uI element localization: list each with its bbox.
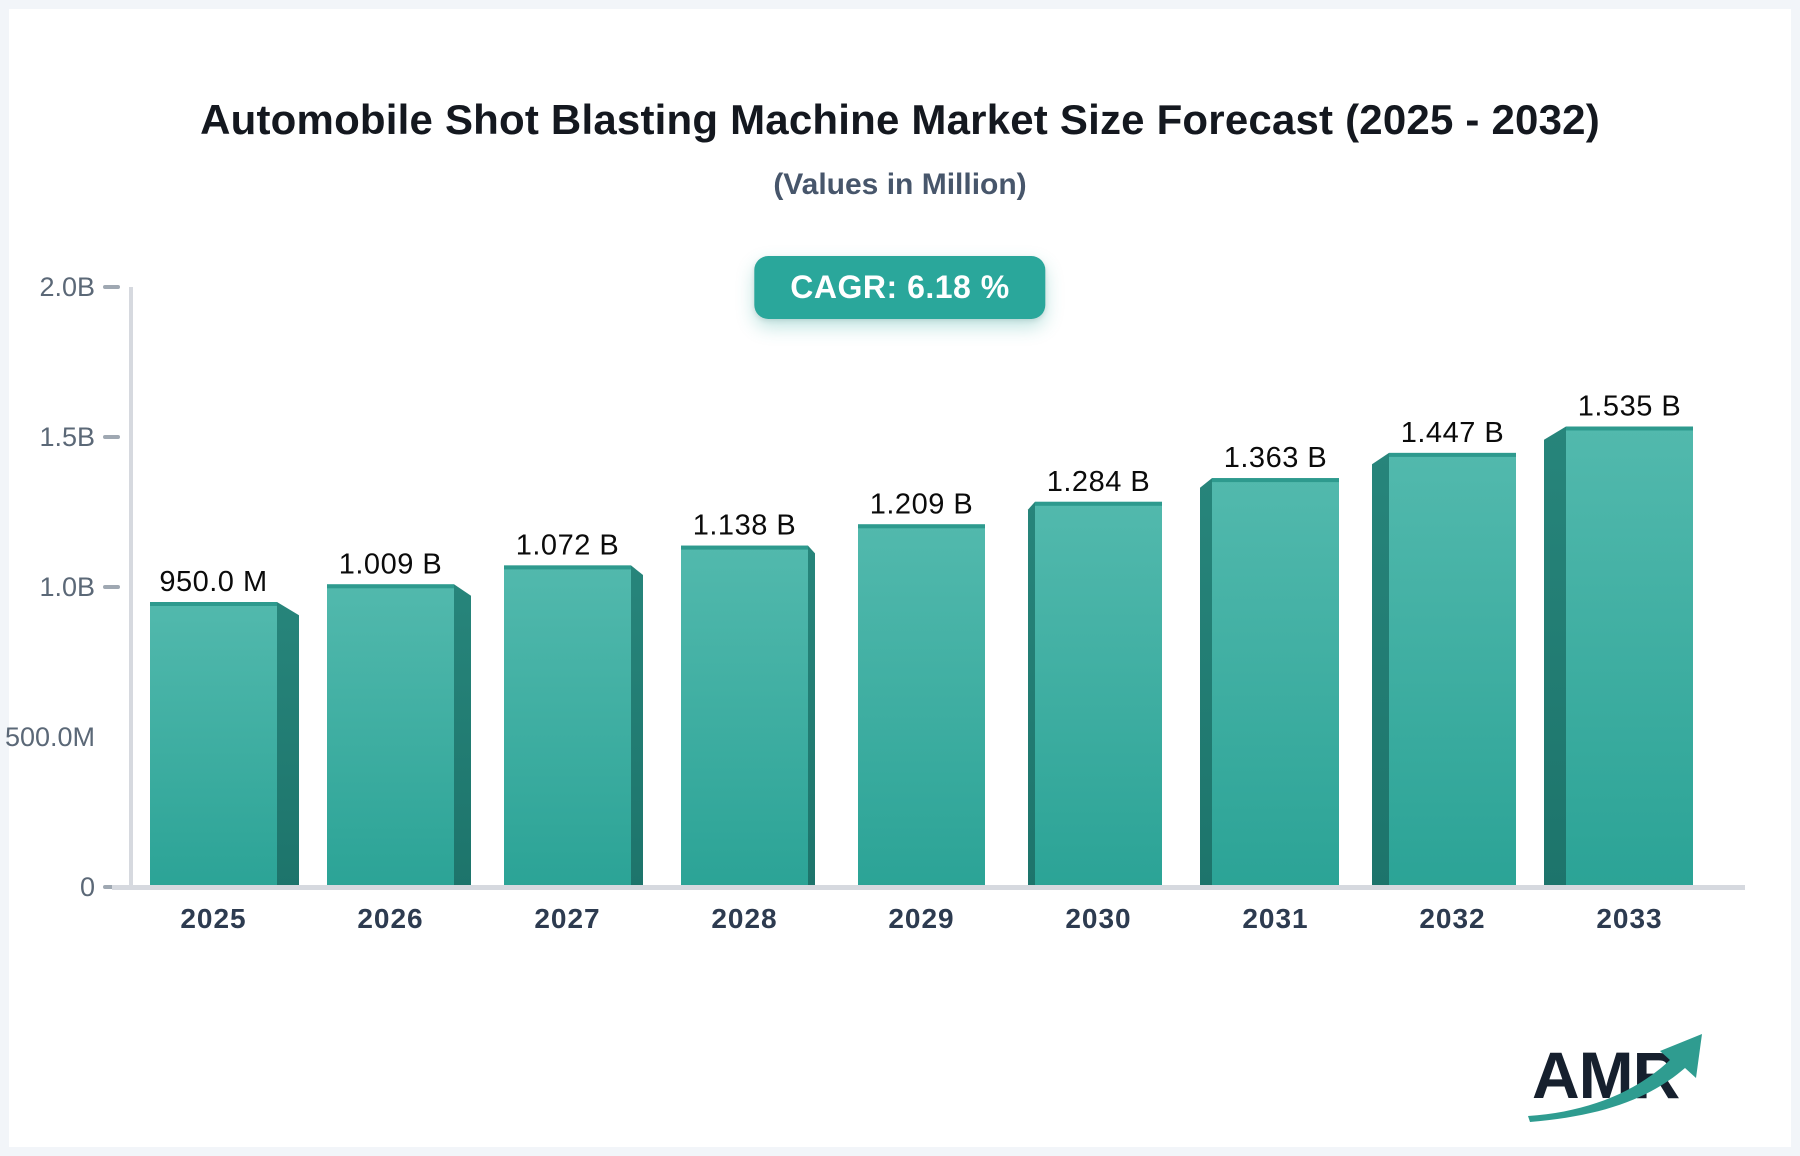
y-axis-label: 2.0B <box>39 272 95 302</box>
bar-value-label: 1.447 B <box>1401 417 1504 449</box>
y-axis-label: 1.0B <box>39 572 95 602</box>
amr-logo: AMR <box>1528 1034 1702 1122</box>
bar-value-label: 1.363 B <box>1224 442 1327 474</box>
bar-side-face <box>1372 452 1389 889</box>
bar-2033 <box>1566 426 1693 889</box>
bar-top-edge <box>150 602 277 606</box>
y-axis-tick <box>103 585 120 589</box>
bar-top-edge <box>1212 478 1339 483</box>
bar-2025 <box>150 602 277 889</box>
bar-side-face <box>1544 426 1566 889</box>
bar-value-label: 1.209 B <box>870 488 973 520</box>
bar-top-edge <box>681 545 808 550</box>
x-axis-label: 2028 <box>711 903 777 934</box>
y-axis-tick <box>103 435 120 439</box>
bar-value-label: 1.072 B <box>516 529 619 561</box>
cagr-badge: CAGR: 6.18 % <box>754 256 1046 319</box>
bar-value-label: 1.535 B <box>1578 391 1681 423</box>
bar-value-label: 1.138 B <box>693 510 796 542</box>
y-axis-tick <box>103 285 120 289</box>
bar-side-face <box>1200 478 1212 889</box>
chart-title: Automobile Shot Blasting Machine Market … <box>200 96 1600 143</box>
amr-logo-arrow-icon <box>1528 1034 1702 1122</box>
bar-side-face <box>808 545 815 889</box>
y-axis-label: 1.5B <box>39 422 95 452</box>
bar-2029 <box>858 524 985 889</box>
x-axis-label: 2029 <box>888 903 954 934</box>
bar-top-edge <box>858 524 985 529</box>
bar-side-face <box>277 602 299 889</box>
bar-value-label: 950.0 M <box>159 566 267 598</box>
x-axis-label: 2032 <box>1419 903 1485 934</box>
bar-top-edge <box>1566 426 1693 431</box>
bar-2031 <box>1212 478 1339 889</box>
bar-2030 <box>1035 501 1162 889</box>
bar-top-edge <box>1389 452 1516 457</box>
bar-value-label: 1.009 B <box>339 548 442 580</box>
x-axis-label: 2033 <box>1596 903 1662 934</box>
bar-top-edge <box>327 584 454 589</box>
bar-2032 <box>1389 452 1516 889</box>
y-axis-label: 500.0M <box>5 722 95 752</box>
bar-side-face <box>1028 501 1035 889</box>
x-axis-label: 2030 <box>1065 903 1131 934</box>
bar-top-edge <box>504 565 631 570</box>
bar-side-face <box>454 584 471 889</box>
bar-top-edge <box>1035 501 1162 506</box>
bar-2028 <box>681 545 808 889</box>
x-axis-label: 2031 <box>1242 903 1308 934</box>
bar-side-face <box>631 565 643 889</box>
x-axis-label: 2025 <box>180 903 246 934</box>
x-axis-line <box>112 885 1745 890</box>
bar-value-label: 1.284 B <box>1047 466 1150 498</box>
y-axis-label: 0 <box>80 872 95 902</box>
bar-2026 <box>327 584 454 889</box>
chart-subtitle: (Values in Million) <box>773 168 1027 201</box>
x-axis-label: 2027 <box>534 903 600 934</box>
y-axis-line <box>129 287 133 889</box>
bar-2027 <box>504 565 631 889</box>
x-axis-label: 2026 <box>357 903 423 934</box>
